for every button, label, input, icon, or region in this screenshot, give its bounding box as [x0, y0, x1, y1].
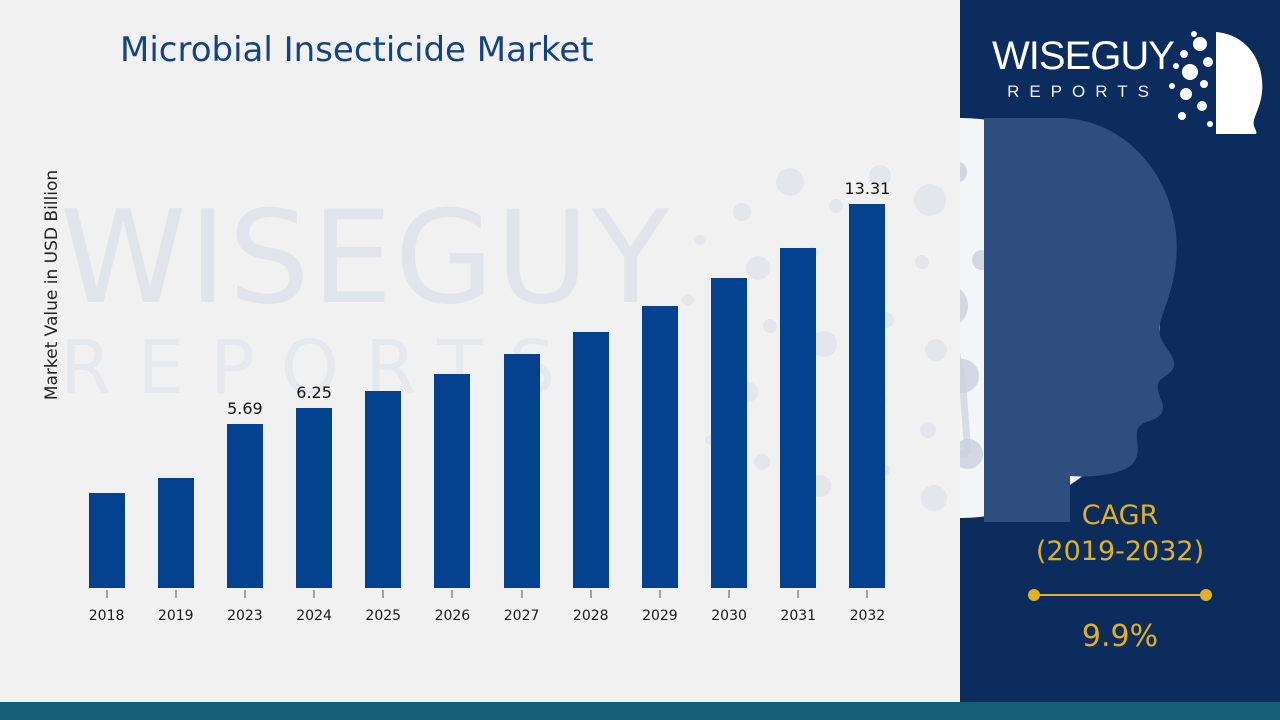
cagr-block: CAGR (2019-2032) 9.9%	[960, 498, 1280, 654]
x-axis-tick-label-2031: 2031	[780, 608, 817, 624]
bar-group: 2019	[141, 170, 210, 624]
logo-subtext: REPORTS	[1007, 82, 1159, 101]
bar-value-label-2023: 5.69	[227, 399, 263, 418]
bar-2031	[780, 248, 817, 588]
bar-group: 2025	[349, 170, 418, 624]
x-axis-tick	[728, 590, 730, 598]
x-axis-tick-label-2026: 2026	[434, 608, 471, 624]
x-axis-tick-label-2023: 2023	[227, 608, 263, 624]
brand-logo: WISEGUY REPORTS	[968, 31, 1272, 134]
x-axis-tick	[175, 590, 177, 598]
head-profile-icon	[984, 118, 1177, 522]
x-axis-tick-label-2019: 2019	[157, 608, 194, 624]
x-axis-tick	[382, 590, 384, 598]
bar-2019	[157, 478, 194, 588]
bar-group: 2026	[418, 170, 487, 624]
bar-group: 2031	[764, 170, 833, 624]
bar-2032	[849, 204, 886, 588]
bar-2027	[503, 354, 540, 588]
bar-value-label-2024: 6.25	[296, 383, 332, 402]
chart-panel: WISEGUY REPORTS	[42, 30, 947, 624]
divider-dot-right	[1200, 588, 1212, 601]
x-axis-tick	[313, 590, 315, 598]
brand-panel: WISEGUY REPORTS CAGR (2019-2032)	[960, 0, 1280, 720]
x-axis-tick-label-2027: 2027	[503, 608, 540, 624]
y-axis-label: Market Value in USD Billion	[42, 169, 62, 401]
bar-group: 2029	[625, 170, 694, 624]
x-axis-tick-label-2029: 2029	[642, 608, 678, 624]
x-axis-tick-label-2030: 2030	[711, 608, 747, 624]
bar-group: 5.69 2023	[210, 170, 279, 624]
bar-2030	[711, 278, 748, 588]
bar-2028	[572, 332, 609, 588]
bar-2026	[434, 374, 471, 588]
logo-wordmark: WISEGUY	[992, 34, 1175, 78]
x-axis-tick	[106, 590, 108, 598]
bar-group: 2030	[695, 170, 764, 624]
x-axis-tick	[659, 590, 661, 598]
bar-2025	[365, 391, 402, 588]
x-axis-tick-label-2024: 2024	[296, 608, 332, 624]
x-axis-tick-label-2018: 2018	[88, 608, 125, 624]
cagr-period: (2019-2032)	[1035, 536, 1205, 568]
bar-group: 6.25 2024	[280, 170, 349, 624]
divider-line	[1034, 593, 1206, 596]
cagr-value: 9.9%	[1081, 618, 1159, 654]
bar-2023	[226, 424, 263, 588]
bar-2029	[641, 306, 678, 588]
cagr-title: CAGR	[1081, 500, 1159, 531]
x-axis-tick-label-2028: 2028	[572, 608, 609, 624]
x-axis-tick	[244, 590, 246, 598]
x-axis-tick	[590, 590, 592, 598]
bottom-accent-strip	[0, 702, 1280, 720]
bar-chart-plot: 2018 2019 5.69 2023 6.25 2024 2025 2026 2027 2028…	[72, 170, 902, 624]
bar-group: 13.31 2032	[833, 170, 902, 624]
x-axis-tick	[797, 590, 799, 598]
logo-head-profile-icon	[1169, 31, 1263, 134]
bar-group: 2027	[487, 170, 556, 624]
page-title: Microbial Insecticide Market	[120, 30, 594, 70]
bar-2018	[88, 493, 125, 588]
cagr-divider	[1028, 588, 1212, 601]
x-axis-tick	[451, 590, 453, 598]
x-axis-tick	[866, 590, 868, 598]
x-axis-tick	[521, 590, 523, 598]
bar-value-label-2032: 13.31	[844, 179, 891, 198]
bar-2024	[296, 408, 333, 588]
x-axis-tick-label-2025: 2025	[365, 608, 402, 624]
bar-group: 2018	[72, 170, 141, 624]
bar-group: 2028	[556, 170, 625, 624]
x-axis-tick-label-2032: 2032	[849, 608, 886, 624]
